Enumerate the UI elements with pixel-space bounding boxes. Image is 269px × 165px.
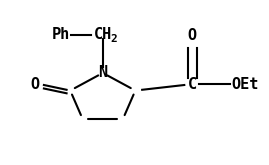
Text: OEt: OEt — [232, 77, 259, 92]
Text: N: N — [98, 66, 107, 80]
Text: O: O — [188, 28, 197, 43]
Text: 2: 2 — [110, 34, 117, 44]
Text: C: C — [188, 77, 197, 92]
Text: CH: CH — [94, 27, 112, 42]
Text: Ph: Ph — [52, 27, 70, 42]
Text: O: O — [30, 77, 40, 92]
